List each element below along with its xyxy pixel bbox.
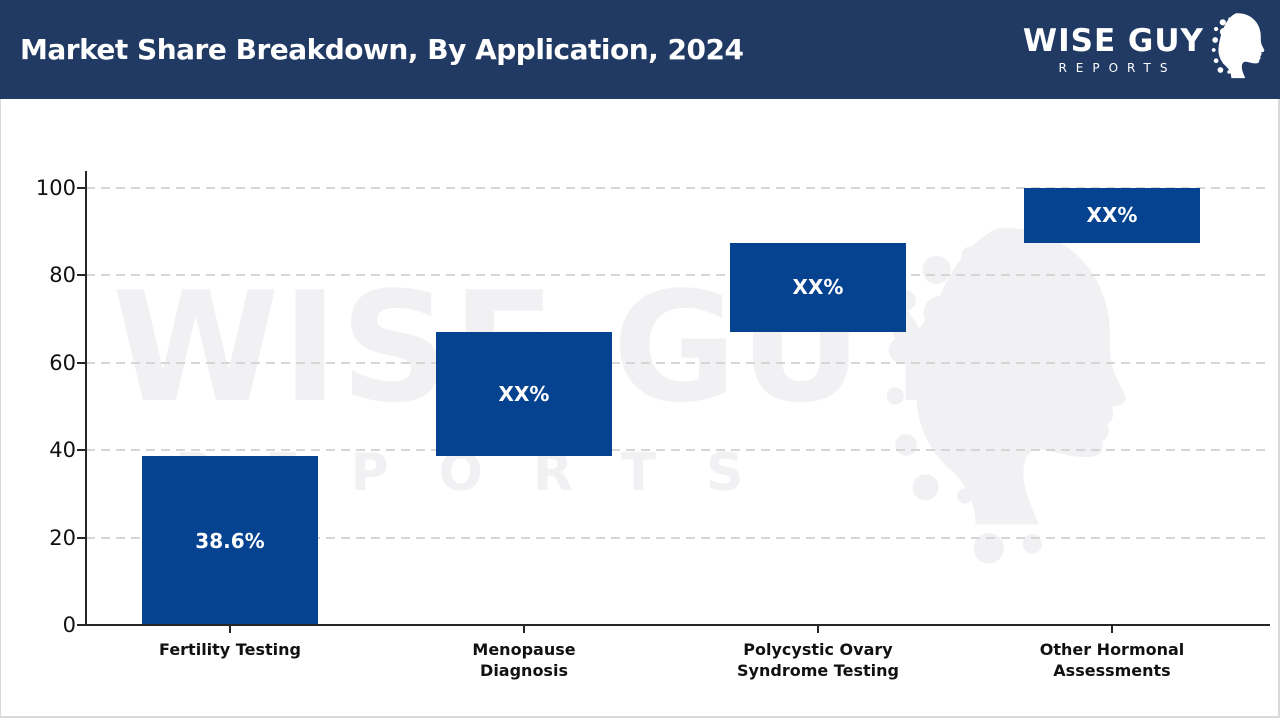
bar-other-hormonal-assessments: XX% [1024,187,1200,244]
x-category-label-line: Menopause [472,640,576,659]
y-axis-line [85,171,87,626]
x-category-label-line: Polycystic Ovary [743,640,893,659]
bar-value-label: XX% [1086,203,1138,228]
x-category-label-line: Diagnosis [480,661,568,680]
x-tick-mark-0 [229,626,231,633]
gridline-80 [86,274,1270,276]
x-tick-mark-1 [523,626,525,633]
bar-fertility-testing: 38.6% [142,456,318,625]
bar-polycystic-ovary-syndrome-testing: XX% [730,243,906,332]
y-tick-label-60: 60 [49,350,76,375]
x-category-label-line: Fertility Testing [159,640,301,659]
brand-name: WISE GUY [1022,23,1204,60]
bar-value-label: XX% [792,275,844,300]
x-category-label: Menopause Diagnosis [379,639,669,681]
y-tick-label-0: 0 [62,613,76,637]
y-tick-mark-20 [77,536,85,539]
brand-logo: WISE GUY REPORTS [1023,4,1270,96]
x-tick-mark-3 [1111,626,1113,633]
x-category-label-line: Assessments [1053,661,1171,680]
bar-value-label: XX% [498,382,550,406]
gridline-20 [86,536,1270,539]
y-tick-mark-0 [77,624,85,626]
page-title: Market Share Breakdown, By Application, … [20,33,744,66]
brand-face-icon [1211,13,1265,79]
bar-value-label: 38.6% [195,528,265,553]
x-category-label-line: Other Hormonal [1039,640,1185,659]
gridline-40 [86,449,1270,451]
y-tick-mark-80 [77,274,85,276]
gridline-60 [86,361,1270,364]
brand-logo-text: WISE GUY REPORTS [1023,25,1204,75]
card-border-right [1278,99,1280,718]
y-tick-label-80: 80 [49,263,76,287]
x-category-label: Other Hormonal Assessments [967,639,1257,681]
x-category-label: Polycystic Ovary Syndrome Testing [673,639,963,681]
y-tick-mark-40 [77,449,85,451]
x-category-label-line: Syndrome Testing [737,661,899,680]
y-tick-label-40: 40 [49,438,76,462]
y-tick-label-20: 20 [49,525,76,550]
brand-subname: REPORTS [1058,60,1177,75]
x-tick-mark-2 [817,626,819,633]
y-tick-label-100: 100 [35,175,76,200]
gridline-100 [86,186,1270,189]
header-bar: Market Share Breakdown, By Application, … [0,0,1280,99]
x-category-label: Fertility Testing [85,639,375,660]
card-border-left [0,99,1,718]
y-tick-mark-100 [77,186,85,189]
card-border-bottom [0,716,1280,718]
x-axis-line [85,624,1270,626]
y-tick-mark-60 [77,361,85,364]
bar-menopause-diagnosis: XX% [436,331,612,457]
